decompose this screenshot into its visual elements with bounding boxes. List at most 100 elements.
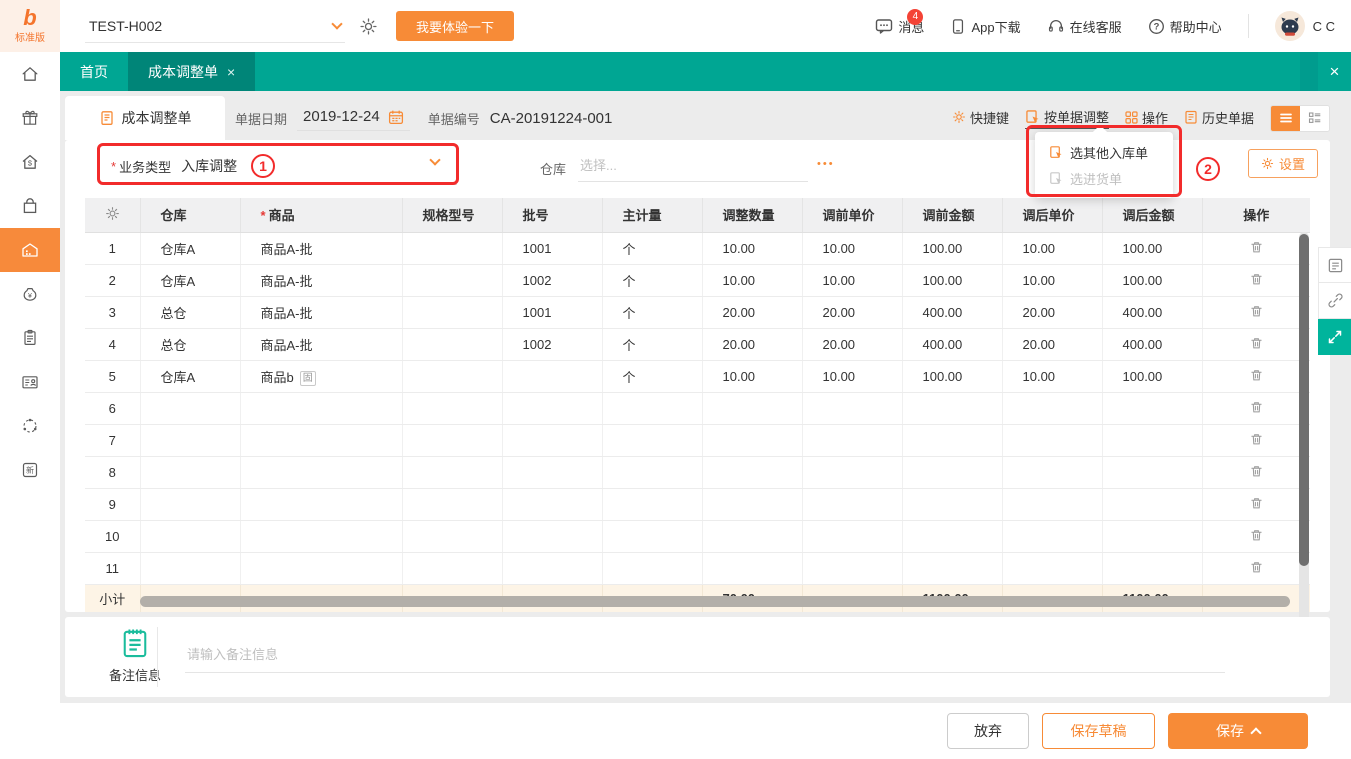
- sidebar-item-promotions[interactable]: [0, 96, 60, 140]
- cell-qty[interactable]: [702, 520, 803, 553]
- user-menu[interactable]: C C: [1274, 11, 1335, 41]
- cell-qty[interactable]: [702, 552, 803, 585]
- close-all-tabs-icon[interactable]: ×: [1329, 61, 1340, 81]
- cell-price-after[interactable]: 10.00: [1002, 264, 1103, 297]
- cell-warehouse[interactable]: [140, 424, 241, 457]
- cell-batch[interactable]: [502, 456, 603, 489]
- cell-product[interactable]: [240, 392, 403, 425]
- cell-amount-before[interactable]: [902, 392, 1003, 425]
- cell-price-after[interactable]: 20.00: [1002, 328, 1103, 361]
- cell-batch[interactable]: [502, 424, 603, 457]
- cell-amount-after[interactable]: [1102, 488, 1203, 521]
- delete-row-icon[interactable]: [1250, 560, 1263, 574]
- cell-unit[interactable]: 个: [602, 296, 703, 329]
- cell-batch[interactable]: 1001: [502, 232, 603, 265]
- sidebar-item-network[interactable]: [0, 404, 60, 448]
- cell-unit[interactable]: 个: [602, 264, 703, 297]
- cell-product[interactable]: [240, 520, 403, 553]
- shortcuts-button[interactable]: 快捷键: [952, 108, 1009, 129]
- cell-batch[interactable]: [502, 552, 603, 585]
- sidebar-item-home[interactable]: [0, 52, 60, 96]
- settings-button[interactable]: 设置: [1247, 149, 1318, 178]
- cell-batch[interactable]: [502, 360, 603, 393]
- menu-item-other-inbound[interactable]: 选其他入库单: [1035, 139, 1173, 165]
- cell-price-before[interactable]: 10.00: [802, 232, 903, 265]
- cell-spec[interactable]: [402, 392, 503, 425]
- warehouse-more-button[interactable]: •••: [817, 158, 835, 170]
- cell-warehouse[interactable]: 仓库A: [140, 232, 241, 265]
- experience-button[interactable]: 我要体验一下: [396, 11, 515, 41]
- delete-row-icon[interactable]: [1250, 240, 1263, 254]
- cell-amount-after[interactable]: [1102, 552, 1203, 585]
- sidebar-item-finance[interactable]: ¥: [0, 272, 60, 316]
- sidebar-item-purchase[interactable]: [0, 184, 60, 228]
- delete-row-icon[interactable]: [1250, 336, 1263, 350]
- cell-batch[interactable]: 1002: [502, 264, 603, 297]
- delete-row-icon[interactable]: [1250, 496, 1263, 510]
- cell-qty[interactable]: [702, 392, 803, 425]
- cell-warehouse[interactable]: [140, 552, 241, 585]
- cell-product[interactable]: [240, 552, 403, 585]
- sidebar-item-inventory[interactable]: [0, 228, 60, 272]
- remark-input[interactable]: [185, 641, 1225, 673]
- messages-button[interactable]: 消息 4: [875, 8, 924, 36]
- cell-spec[interactable]: [402, 424, 503, 457]
- actions-button[interactable]: 操作: [1125, 108, 1168, 129]
- cell-batch[interactable]: [502, 520, 603, 553]
- cell-price-before[interactable]: [802, 488, 903, 521]
- cell-amount-before[interactable]: 100.00: [902, 232, 1003, 265]
- cell-product[interactable]: [240, 424, 403, 457]
- cell-price-before[interactable]: 10.00: [802, 360, 903, 393]
- cell-product[interactable]: 商品A-批: [240, 328, 403, 361]
- cell-spec[interactable]: [402, 328, 503, 361]
- save-draft-button[interactable]: 保存草稿: [1042, 713, 1155, 749]
- cell-warehouse[interactable]: 总仓: [140, 328, 241, 361]
- cell-price-before[interactable]: 20.00: [802, 328, 903, 361]
- cell-amount-after[interactable]: 100.00: [1102, 360, 1203, 393]
- cell-amount-after[interactable]: [1102, 392, 1203, 425]
- cell-amount-after[interactable]: [1102, 424, 1203, 457]
- cell-amount-before[interactable]: [902, 488, 1003, 521]
- cell-amount-after[interactable]: 400.00: [1102, 328, 1203, 361]
- sidebar-item-sales[interactable]: $: [0, 140, 60, 184]
- history-button[interactable]: 历史单据: [1184, 108, 1254, 129]
- cell-price-before[interactable]: [802, 424, 903, 457]
- help-center-button[interactable]: ? 帮助中心: [1148, 17, 1222, 36]
- tab-list-strip[interactable]: [1300, 52, 1318, 91]
- cell-unit[interactable]: [602, 488, 703, 521]
- cell-amount-before[interactable]: [902, 552, 1003, 585]
- cell-spec[interactable]: [402, 232, 503, 265]
- delete-row-icon[interactable]: [1250, 528, 1263, 542]
- date-picker[interactable]: 2019-12-24: [297, 105, 410, 131]
- cell-amount-before[interactable]: [902, 520, 1003, 553]
- menu-item-purchase-order[interactable]: 选进货单: [1035, 165, 1173, 191]
- cell-amount-after[interactable]: 100.00: [1102, 232, 1203, 265]
- cell-batch[interactable]: 1002: [502, 328, 603, 361]
- cell-price-after[interactable]: 10.00: [1002, 360, 1103, 393]
- online-service-button[interactable]: 在线客服: [1047, 17, 1122, 36]
- cell-qty[interactable]: 20.00: [702, 296, 803, 329]
- cell-qty[interactable]: 10.00: [702, 264, 803, 297]
- cell-spec[interactable]: [402, 456, 503, 489]
- cell-price-after[interactable]: 10.00: [1002, 232, 1103, 265]
- cell-price-before[interactable]: [802, 520, 903, 553]
- sidebar-item-contacts[interactable]: [0, 360, 60, 404]
- cell-unit[interactable]: 个: [602, 360, 703, 393]
- cell-amount-before[interactable]: 100.00: [902, 360, 1003, 393]
- form-view-toggle[interactable]: [1300, 105, 1329, 131]
- cell-product[interactable]: 商品A-批: [240, 296, 403, 329]
- cell-amount-before[interactable]: [902, 424, 1003, 457]
- cell-amount-before[interactable]: 400.00: [902, 296, 1003, 329]
- cell-price-before[interactable]: [802, 392, 903, 425]
- save-button[interactable]: 保存: [1168, 713, 1308, 749]
- tab-cost-adjustment[interactable]: 成本调整单 ×: [128, 52, 256, 91]
- close-tab-icon[interactable]: ×: [227, 63, 236, 80]
- delete-row-icon[interactable]: [1250, 368, 1263, 382]
- app-logo[interactable]: b 标准版: [0, 0, 60, 52]
- company-select[interactable]: TEST-H002: [85, 9, 345, 43]
- side-panel-link-button[interactable]: [1318, 283, 1351, 319]
- sidebar-item-orders[interactable]: [0, 316, 60, 360]
- warehouse-input[interactable]: [578, 154, 809, 182]
- column-settings-icon[interactable]: [105, 206, 120, 221]
- cell-price-after[interactable]: [1002, 424, 1103, 457]
